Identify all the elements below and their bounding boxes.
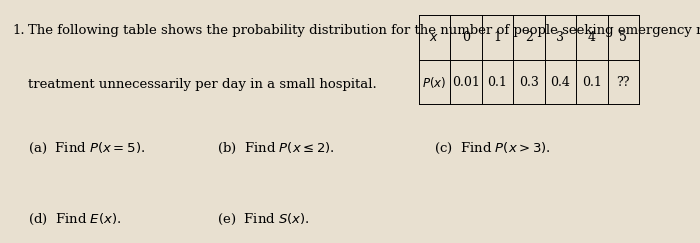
Text: 1: 1 [494,31,501,43]
Text: 0.1: 0.1 [487,76,508,88]
Text: 0.4: 0.4 [550,76,570,88]
Text: 5: 5 [620,31,627,43]
Text: (c)  Find $P(x > 3)$.: (c) Find $P(x > 3)$. [434,141,551,156]
Text: ??: ?? [617,76,630,88]
Text: 0.01: 0.01 [452,76,480,88]
Text: 4: 4 [588,31,596,43]
Text: (b)  Find $P(x \leq 2)$.: (b) Find $P(x \leq 2)$. [217,141,335,156]
Text: (d)  Find $E(x)$.: (d) Find $E(x)$. [28,211,122,226]
Text: 0.1: 0.1 [582,76,602,88]
Text: 0.3: 0.3 [519,76,539,88]
Text: $x$: $x$ [429,31,440,43]
Text: 2: 2 [525,31,533,43]
Text: 1.: 1. [13,24,25,37]
Text: 3: 3 [556,31,564,43]
Text: The following table shows the probability distribution for the number of people : The following table shows the probabilit… [28,24,700,37]
Text: $P(x)$: $P(x)$ [422,75,447,89]
Text: (e)  Find $S(x)$.: (e) Find $S(x)$. [217,211,310,226]
Text: (a)  Find $P(x=5)$.: (a) Find $P(x=5)$. [28,141,145,156]
Text: treatment unnecessarily per day in a small hospital.: treatment unnecessarily per day in a sma… [28,78,377,91]
Text: 0: 0 [462,31,470,43]
